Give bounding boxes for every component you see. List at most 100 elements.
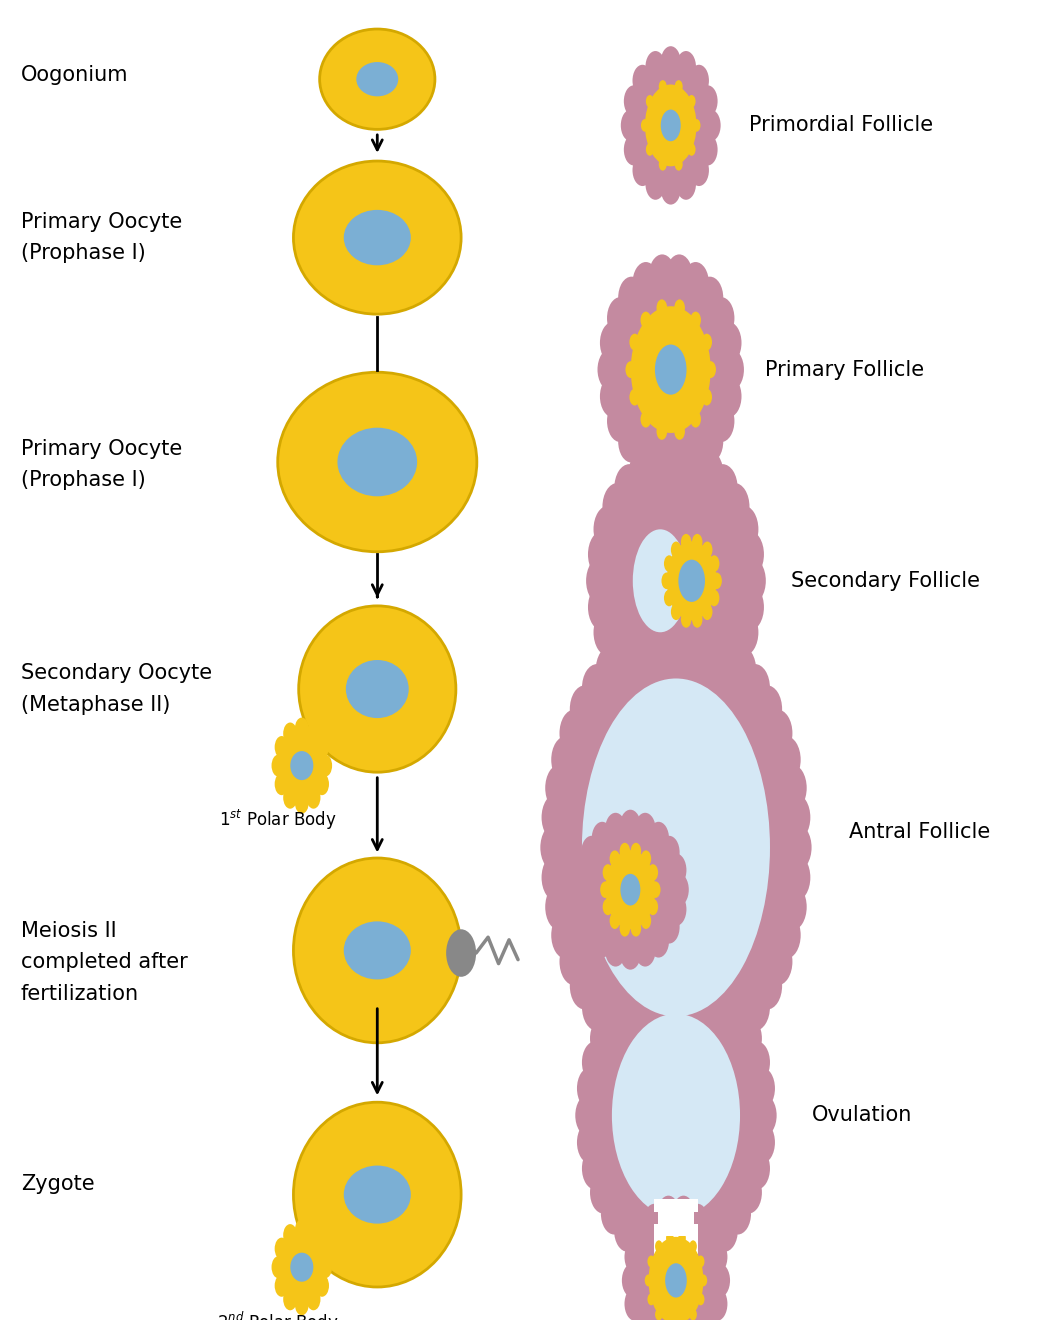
Ellipse shape (675, 81, 682, 92)
Ellipse shape (648, 899, 658, 915)
Ellipse shape (656, 300, 668, 317)
Ellipse shape (661, 438, 691, 486)
Ellipse shape (631, 842, 641, 859)
Ellipse shape (631, 920, 641, 937)
Ellipse shape (675, 158, 682, 170)
Ellipse shape (649, 255, 676, 297)
Ellipse shape (290, 1253, 313, 1282)
Ellipse shape (724, 1192, 751, 1234)
Text: Secondary Oocyte: Secondary Oocyte (21, 663, 212, 684)
Ellipse shape (283, 722, 298, 744)
Ellipse shape (728, 609, 759, 656)
Ellipse shape (294, 792, 309, 813)
Ellipse shape (726, 1002, 757, 1049)
Ellipse shape (633, 529, 687, 632)
Ellipse shape (542, 854, 571, 902)
Ellipse shape (694, 664, 723, 711)
Ellipse shape (315, 737, 329, 758)
Ellipse shape (601, 882, 611, 898)
Ellipse shape (690, 1308, 697, 1320)
Ellipse shape (603, 865, 613, 880)
Ellipse shape (574, 892, 595, 925)
Ellipse shape (674, 300, 685, 317)
Ellipse shape (589, 977, 763, 1254)
Ellipse shape (294, 1294, 309, 1315)
Ellipse shape (271, 755, 285, 776)
Ellipse shape (694, 450, 723, 498)
Ellipse shape (702, 541, 713, 558)
Ellipse shape (678, 441, 707, 488)
Ellipse shape (646, 95, 654, 108)
Ellipse shape (619, 936, 641, 970)
Ellipse shape (734, 583, 764, 631)
Ellipse shape (356, 62, 398, 96)
Ellipse shape (712, 1016, 741, 1064)
Ellipse shape (592, 822, 613, 855)
Ellipse shape (696, 1222, 723, 1265)
Ellipse shape (279, 1230, 325, 1304)
Bar (663, 1212, 689, 1225)
Ellipse shape (271, 1257, 285, 1278)
Ellipse shape (740, 983, 770, 1031)
Text: Meiosis II: Meiosis II (21, 920, 116, 941)
Ellipse shape (736, 557, 766, 605)
Ellipse shape (629, 664, 658, 711)
Ellipse shape (630, 334, 640, 351)
Text: Zygote: Zygote (21, 1173, 94, 1195)
Ellipse shape (648, 1255, 655, 1267)
Ellipse shape (655, 345, 686, 395)
Text: Ovulation: Ovulation (812, 1105, 913, 1126)
Ellipse shape (648, 924, 669, 957)
Ellipse shape (640, 850, 651, 867)
Ellipse shape (601, 997, 628, 1039)
Ellipse shape (635, 933, 656, 966)
Ellipse shape (660, 173, 681, 205)
Ellipse shape (582, 664, 612, 711)
Ellipse shape (643, 1032, 674, 1080)
Ellipse shape (315, 774, 329, 795)
Ellipse shape (551, 911, 582, 958)
Ellipse shape (590, 1171, 616, 1213)
Ellipse shape (659, 81, 667, 92)
Ellipse shape (662, 956, 690, 998)
Ellipse shape (655, 1241, 662, 1253)
Ellipse shape (593, 609, 624, 656)
Ellipse shape (293, 161, 461, 314)
Ellipse shape (599, 375, 627, 417)
Ellipse shape (555, 636, 796, 1059)
Ellipse shape (736, 1018, 762, 1060)
Ellipse shape (736, 1171, 762, 1213)
Ellipse shape (715, 375, 742, 417)
Ellipse shape (697, 1294, 704, 1305)
Ellipse shape (632, 1307, 654, 1320)
Ellipse shape (661, 1035, 691, 1082)
Ellipse shape (705, 1287, 727, 1320)
Text: Primary Oocyte: Primary Oocyte (21, 438, 182, 459)
Text: fertilization: fertilization (21, 983, 139, 1005)
Ellipse shape (702, 603, 713, 620)
Ellipse shape (658, 836, 680, 869)
Ellipse shape (743, 1041, 770, 1084)
Ellipse shape (599, 322, 627, 364)
Ellipse shape (662, 1233, 690, 1275)
Ellipse shape (649, 442, 676, 484)
Ellipse shape (770, 911, 801, 958)
Ellipse shape (275, 737, 288, 758)
Ellipse shape (698, 133, 718, 165)
Ellipse shape (708, 1263, 730, 1298)
Ellipse shape (643, 615, 674, 663)
Ellipse shape (575, 1094, 602, 1137)
Ellipse shape (646, 143, 654, 156)
Ellipse shape (689, 65, 708, 96)
Ellipse shape (695, 620, 725, 668)
Ellipse shape (708, 556, 719, 572)
Ellipse shape (588, 531, 618, 578)
Ellipse shape (707, 400, 735, 442)
Ellipse shape (635, 813, 656, 846)
Ellipse shape (590, 1018, 616, 1060)
Ellipse shape (678, 560, 705, 602)
Ellipse shape (752, 685, 782, 733)
Ellipse shape (275, 1238, 288, 1259)
Text: Primary Oocyte: Primary Oocyte (21, 211, 182, 232)
Ellipse shape (344, 210, 411, 265)
